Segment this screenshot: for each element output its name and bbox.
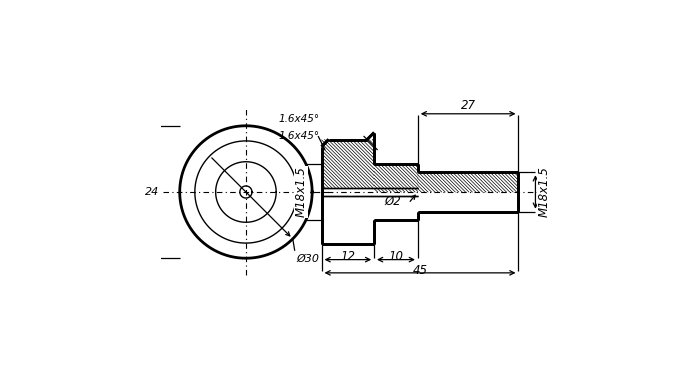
Text: 27: 27 bbox=[461, 99, 475, 111]
Text: 10: 10 bbox=[389, 250, 403, 263]
Text: M18x1.5: M18x1.5 bbox=[295, 167, 308, 217]
Text: Ø30: Ø30 bbox=[297, 254, 319, 264]
Text: M18x1.5: M18x1.5 bbox=[538, 167, 551, 217]
Text: Ø2: Ø2 bbox=[384, 195, 401, 208]
Text: 12: 12 bbox=[340, 250, 356, 263]
Text: 45: 45 bbox=[412, 264, 428, 276]
Text: 24: 24 bbox=[145, 187, 159, 197]
Text: 1.6x45°: 1.6x45° bbox=[279, 131, 320, 141]
Text: 1.6x45°: 1.6x45° bbox=[279, 114, 320, 124]
